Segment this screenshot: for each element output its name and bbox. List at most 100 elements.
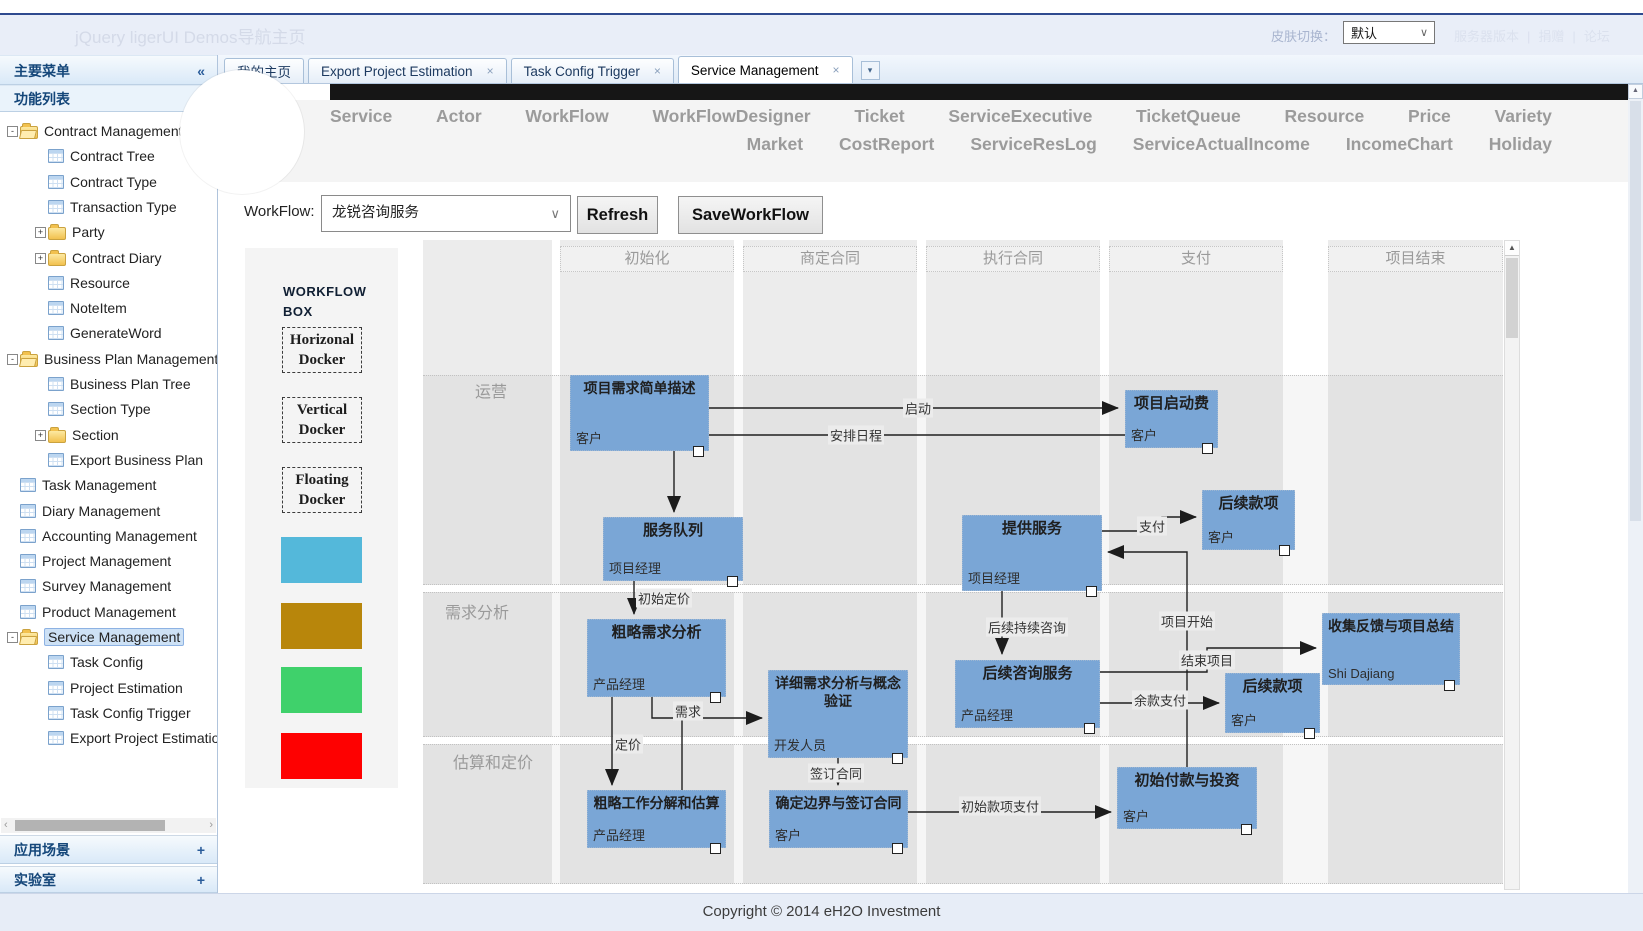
- sidebar-item-contract-diary[interactable]: + Contract Diary: [34, 247, 161, 269]
- sidebar-item-section[interactable]: + Section: [34, 424, 119, 446]
- sidebar-item-service-management[interactable]: - Service Management: [6, 626, 185, 648]
- plus-icon[interactable]: +: [35, 430, 46, 441]
- node-handle[interactable]: [1444, 680, 1455, 691]
- node-handle[interactable]: [710, 692, 721, 703]
- top-link-捐赠[interactable]: 捐赠: [1538, 29, 1565, 44]
- nav-item-actor[interactable]: Actor: [436, 106, 482, 126]
- node-handle[interactable]: [710, 843, 721, 854]
- vertical-docker[interactable]: Vertical Docker: [282, 397, 362, 443]
- sidebar-item-product-management[interactable]: Product Management: [6, 601, 176, 623]
- nav-item-ticket[interactable]: Ticket: [854, 106, 905, 126]
- node-handle[interactable]: [1241, 824, 1252, 835]
- main-menu-header[interactable]: 主要菜单 «: [0, 55, 217, 85]
- color-swatch[interactable]: [281, 603, 362, 649]
- refresh-button[interactable]: Refresh: [577, 196, 658, 234]
- sidebar-item-project-estimation[interactable]: Project Estimation: [34, 677, 183, 699]
- nav-item-servicereslog[interactable]: ServiceResLog: [970, 134, 1097, 154]
- sidebar-panel-应用场景[interactable]: 应用场景 +: [0, 835, 217, 864]
- node-handle[interactable]: [1304, 728, 1315, 739]
- workflow-node-后续款项[interactable]: 后续款项 客户: [1202, 490, 1295, 550]
- workflow-node-确定边界与签订合同[interactable]: 确定边界与签订合同 客户: [769, 790, 908, 848]
- nav-item-ticketqueue[interactable]: TicketQueue: [1136, 106, 1241, 126]
- plus-icon[interactable]: +: [196, 872, 205, 888]
- nav-item-serviceactualincome[interactable]: ServiceActualIncome: [1132, 134, 1310, 154]
- sidebar-item-export-project-estimation[interactable]: Export Project Estimation: [34, 727, 217, 749]
- nav-item-holiday[interactable]: Holiday: [1488, 134, 1552, 154]
- sidebar-item-party[interactable]: + Party: [34, 221, 105, 243]
- scroll-right-icon[interactable]: ›: [209, 819, 213, 831]
- workflow-node-后续款项[interactable]: 后续款项 客户: [1225, 673, 1320, 733]
- nav-item-workflowdesigner[interactable]: WorkFlowDesigner: [652, 106, 811, 126]
- plus-icon[interactable]: +: [35, 253, 46, 264]
- sidebar-item-section-type[interactable]: Section Type: [34, 398, 151, 420]
- scrollbar-thumb[interactable]: [1630, 101, 1641, 521]
- close-icon[interactable]: ×: [832, 63, 840, 77]
- workflow-node-粗略需求分析[interactable]: 粗略需求分析 产品经理: [587, 619, 726, 697]
- save-workflow-button[interactable]: SaveWorkFlow: [678, 196, 823, 234]
- node-handle[interactable]: [892, 753, 903, 764]
- plus-icon[interactable]: +: [35, 227, 46, 238]
- scroll-up-icon[interactable]: ▲: [1505, 241, 1519, 256]
- minus-icon[interactable]: -: [7, 354, 18, 365]
- workflow-node-初始付款与投资[interactable]: 初始付款与投资 客户: [1117, 767, 1257, 829]
- close-icon[interactable]: ×: [486, 64, 494, 78]
- scrollbar-thumb[interactable]: [1506, 258, 1518, 338]
- tab-service-management[interactable]: Service Management ×: [677, 56, 853, 83]
- sidebar-item-contract-type[interactable]: Contract Type: [34, 171, 157, 193]
- sidebar-item-business-plan-tree[interactable]: Business Plan Tree: [34, 373, 191, 395]
- sidebar-item-contract-tree[interactable]: Contract Tree: [34, 145, 155, 167]
- node-handle[interactable]: [1084, 723, 1095, 734]
- workflow-node-项目需求简单描述[interactable]: 项目需求简单描述 客户: [570, 375, 709, 451]
- top-link-服务器版本[interactable]: 服务器版本: [1454, 29, 1520, 44]
- scrollbar-thumb[interactable]: [15, 820, 165, 831]
- nav-item-serviceexecutive[interactable]: ServiceExecutive: [948, 106, 1093, 126]
- sidebar-item-task-config-trigger[interactable]: Task Config Trigger: [34, 702, 191, 724]
- tab-overflow-icon[interactable]: ▾: [860, 61, 880, 80]
- node-handle[interactable]: [693, 446, 704, 457]
- workflow-select[interactable]: 龙锐咨询服务 ∨: [321, 195, 571, 232]
- sidebar-panel-实验室[interactable]: 实验室 +: [0, 866, 217, 893]
- sidebar-item-contract-management[interactable]: - Contract Management: [6, 120, 183, 142]
- function-list-header[interactable]: 功能列表 −: [0, 85, 217, 112]
- tree-horizontal-scrollbar[interactable]: ‹ ›: [1, 818, 216, 833]
- close-icon[interactable]: ×: [653, 64, 661, 78]
- sidebar-item-export-business-plan[interactable]: Export Business Plan: [34, 449, 203, 471]
- scroll-up-icon[interactable]: ▲: [1628, 84, 1643, 99]
- nav-item-service[interactable]: Service: [330, 106, 393, 126]
- color-swatch[interactable]: [281, 537, 362, 583]
- collapse-icon[interactable]: «: [197, 63, 205, 79]
- sidebar-item-diary-management[interactable]: Diary Management: [6, 500, 160, 522]
- nav-item-market[interactable]: Market: [746, 134, 804, 154]
- sidebar-item-business-plan-management[interactable]: - Business Plan Management: [6, 348, 217, 370]
- minus-icon[interactable]: -: [7, 632, 18, 643]
- sidebar-item-accounting-management[interactable]: Accounting Management: [6, 525, 197, 547]
- workflow-node-粗略工作分解和估算[interactable]: 粗略工作分解和估算 产品经理: [587, 790, 726, 848]
- node-handle[interactable]: [892, 843, 903, 854]
- nav-item-variety[interactable]: Variety: [1494, 106, 1552, 126]
- minus-icon[interactable]: -: [7, 126, 18, 137]
- plus-icon[interactable]: +: [196, 842, 205, 858]
- node-handle[interactable]: [1202, 443, 1213, 454]
- node-handle[interactable]: [1086, 586, 1097, 597]
- sidebar-item-resource[interactable]: Resource: [34, 272, 130, 294]
- workflow-node-服务队列[interactable]: 服务队列 项目经理: [603, 517, 743, 581]
- workflow-node-详细需求分析与概念验证[interactable]: 详细需求分析与概念验证 开发人员: [768, 670, 908, 758]
- sidebar-item-generateword[interactable]: GenerateWord: [34, 322, 162, 344]
- floating-docker[interactable]: Floating Docker: [282, 467, 362, 513]
- skin-select[interactable]: 默认 ∨: [1343, 21, 1435, 44]
- nav-item-workflow[interactable]: WorkFlow: [525, 106, 609, 126]
- top-link-论坛[interactable]: 论坛: [1583, 29, 1610, 44]
- content-scrollbar[interactable]: ▲: [1628, 84, 1643, 893]
- canvas-scrollbar[interactable]: ▲: [1504, 240, 1520, 890]
- color-swatch[interactable]: [281, 733, 362, 779]
- sidebar-item-task-config[interactable]: Task Config: [34, 651, 143, 673]
- color-swatch[interactable]: [281, 667, 362, 713]
- workflow-node-收集反馈与项目总结[interactable]: 收集反馈与项目总结 Shi Dajiang: [1322, 613, 1460, 685]
- sidebar-item-task-management[interactable]: Task Management: [6, 474, 156, 496]
- node-handle[interactable]: [727, 576, 738, 587]
- sidebar-item-noteitem[interactable]: NoteItem: [34, 297, 127, 319]
- workflow-node-项目启动费[interactable]: 项目启动费 客户: [1125, 390, 1218, 448]
- tab-task-config-trigger[interactable]: Task Config Trigger ×: [510, 58, 674, 83]
- nav-item-costreport[interactable]: CostReport: [839, 134, 935, 154]
- scroll-left-icon[interactable]: ‹: [4, 819, 8, 831]
